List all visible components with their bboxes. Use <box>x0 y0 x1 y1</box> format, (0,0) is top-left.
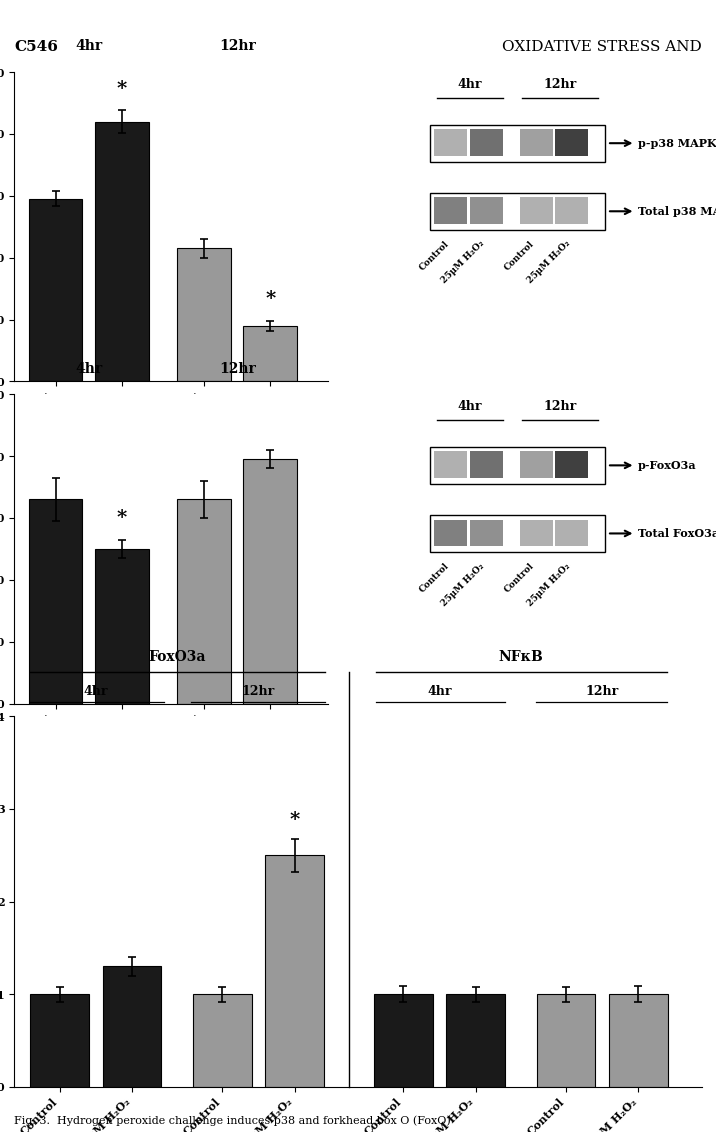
Bar <box>520 197 553 224</box>
Text: 4hr: 4hr <box>75 361 102 376</box>
Bar <box>29 199 82 381</box>
Text: Total FoxO3a: Total FoxO3a <box>638 528 716 539</box>
Bar <box>266 856 324 1087</box>
Bar <box>243 460 297 704</box>
Bar <box>435 520 468 546</box>
Bar <box>520 129 553 155</box>
Text: *: * <box>289 812 300 830</box>
Text: Fig. 3.  Hydrogen peroxide challenge induces p38 and forkhead box O (FoxO): Fig. 3. Hydrogen peroxide challenge indu… <box>14 1116 451 1126</box>
Text: 25μM H₂O₂: 25μM H₂O₂ <box>526 239 571 285</box>
Text: 12hr: 12hr <box>586 685 619 697</box>
Text: 4hr: 4hr <box>427 685 452 697</box>
Text: NFκB: NFκB <box>498 651 543 664</box>
Bar <box>435 197 468 224</box>
Bar <box>435 452 468 478</box>
Bar <box>95 549 148 704</box>
Bar <box>609 994 668 1087</box>
Bar <box>193 994 252 1087</box>
Bar <box>430 447 605 484</box>
Bar <box>430 192 605 230</box>
Bar <box>243 326 297 381</box>
Bar <box>178 499 231 704</box>
Bar <box>470 520 503 546</box>
Bar <box>555 520 588 546</box>
Text: 12hr: 12hr <box>219 361 256 376</box>
Text: Control: Control <box>417 561 451 594</box>
Bar <box>555 129 588 155</box>
Bar <box>555 452 588 478</box>
Text: FoxO3a: FoxO3a <box>148 651 206 664</box>
Text: 12hr: 12hr <box>543 400 576 413</box>
Bar <box>555 197 588 224</box>
Bar <box>536 994 596 1087</box>
Bar <box>430 125 605 162</box>
Text: Control: Control <box>503 561 536 594</box>
Text: 25μM H₂O₂: 25μM H₂O₂ <box>526 561 571 608</box>
Text: 4hr: 4hr <box>458 400 482 413</box>
Text: OXIDATIVE STRESS AND: OXIDATIVE STRESS AND <box>502 40 702 53</box>
Text: 25μM H₂O₂: 25μM H₂O₂ <box>440 561 486 608</box>
Bar <box>102 967 161 1087</box>
Text: Control: Control <box>503 239 536 273</box>
Text: 12hr: 12hr <box>543 78 576 91</box>
Text: C546: C546 <box>14 40 58 53</box>
Bar <box>178 248 231 381</box>
Text: Total p38 MAPK: Total p38 MAPK <box>638 206 716 217</box>
Bar <box>470 452 503 478</box>
Bar <box>374 994 432 1087</box>
Bar <box>446 994 505 1087</box>
Text: Control: Control <box>417 239 451 273</box>
Bar <box>520 520 553 546</box>
Text: 12hr: 12hr <box>242 685 275 697</box>
Text: p-p38 MAPK: p-p38 MAPK <box>638 138 716 148</box>
Bar <box>29 499 82 704</box>
Bar <box>520 452 553 478</box>
Text: p-FoxO3a: p-FoxO3a <box>638 460 697 471</box>
Bar <box>430 515 605 552</box>
Text: 4hr: 4hr <box>75 40 102 53</box>
Text: 12hr: 12hr <box>219 40 256 53</box>
Bar <box>470 197 503 224</box>
Bar <box>435 129 468 155</box>
Text: 4hr: 4hr <box>84 685 108 697</box>
Bar <box>95 121 148 381</box>
Text: 4hr: 4hr <box>458 78 482 91</box>
Text: *: * <box>117 509 127 528</box>
Text: *: * <box>117 80 127 98</box>
Text: *: * <box>265 291 276 308</box>
Bar <box>470 129 503 155</box>
Text: 25μM H₂O₂: 25μM H₂O₂ <box>440 239 486 285</box>
Bar <box>30 994 89 1087</box>
